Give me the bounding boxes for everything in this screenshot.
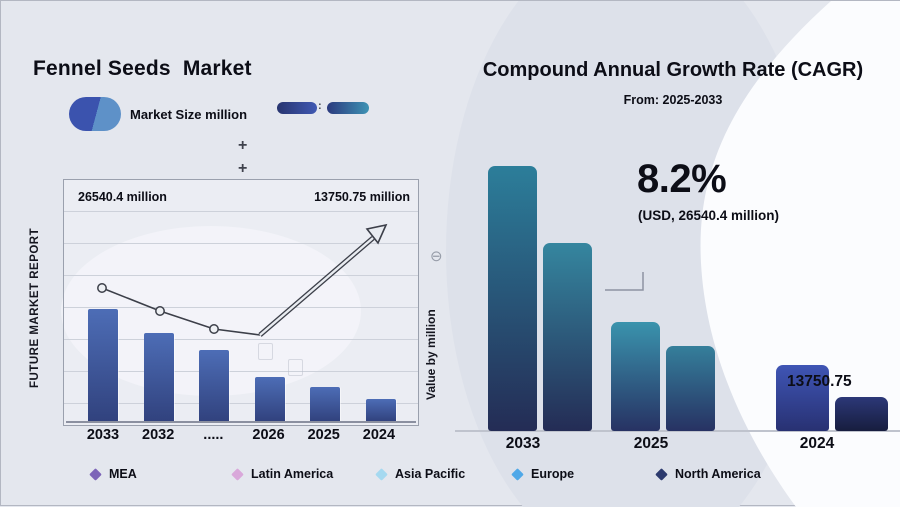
left-bar [88, 309, 118, 421]
x-axis-label: 2032 [142, 427, 175, 443]
x-axis-label: ..... [203, 427, 224, 443]
left-bar [143, 333, 174, 421]
x-axis-label: 2033 [86, 427, 120, 443]
right-bar [611, 322, 660, 431]
start-value-annotation: 26540.4 million [78, 190, 167, 204]
bar-group-2033 [488, 166, 592, 431]
x-axis-line [455, 430, 900, 432]
step-bracket [605, 272, 644, 291]
legend-diamond [655, 467, 668, 481]
x-axis-label: 2025 [633, 435, 669, 452]
x-axis-label: 2024 [799, 435, 835, 452]
left-bar [310, 387, 341, 421]
cagr-note: (USD, 26540.4 million) [638, 208, 780, 223]
cagr-chart: 2033 2025 2024 13750.75 [455, 151, 900, 452]
market-size-pill-icon [69, 97, 121, 131]
legend-diamond [511, 467, 524, 481]
left-bars [88, 301, 396, 421]
cagr-subtitle: From: 2025-2033 [623, 93, 723, 107]
x-axis-label: 2025 [307, 427, 340, 443]
trend-line [101, 287, 261, 336]
ratio-pill-right [327, 102, 369, 114]
legend-label: North America [675, 467, 761, 481]
x-axis-label: 2024 [362, 427, 396, 443]
legend-diamond [231, 467, 244, 481]
zoom-in-icon[interactable]: + [238, 137, 248, 154]
legend-label: MEA [109, 467, 137, 481]
page-title: Fennel Seeds Market [33, 57, 252, 80]
legend-item: Asia Pacific [375, 467, 466, 481]
x-axis-label: 2026 [252, 427, 285, 443]
callout-value: 13750.75 [787, 373, 852, 390]
trend-marker [209, 324, 219, 334]
side-watermark-text: FUTURE MARKET REPORT [29, 227, 41, 389]
trend-marker [155, 306, 165, 316]
right-bar [488, 166, 537, 431]
legend-diamond [375, 467, 388, 481]
x-axis-line [66, 421, 416, 423]
left-bar [199, 350, 230, 421]
market-size-label: Market Size million [130, 107, 248, 122]
legend-item: MEA [89, 467, 137, 481]
bar-group-2024 [776, 365, 888, 431]
watermark-icon [288, 359, 303, 376]
left-bar [254, 377, 285, 421]
growth-arrow-head [365, 223, 388, 245]
legend-item: North America [655, 467, 761, 481]
white-swoosh-shape [700, 1, 900, 507]
cagr-value: 8.2% [637, 157, 727, 201]
x-axis-label: 2033 [505, 435, 541, 452]
step-bracket-line [605, 272, 644, 291]
bar-group-2025 [611, 322, 715, 431]
zoom-out-icon[interactable]: ⊖ [430, 248, 443, 265]
gray-blob-shape [446, 1, 816, 507]
end-value-annotation: 13750.75 million [314, 190, 410, 204]
left-bar [365, 399, 396, 421]
right-bar [835, 397, 888, 431]
trend-line-and-arrow [97, 223, 388, 337]
ratio-pill-left [277, 102, 317, 114]
watermark-icon [258, 343, 273, 360]
legend-label: Asia Pacific [395, 467, 466, 481]
trend-marker [97, 283, 107, 293]
legend-diamond [89, 467, 102, 481]
growth-arrow-shaft-inner [259, 237, 374, 336]
right-bar [543, 243, 592, 431]
left-x-labels: 2033 2032 ..... 2026 2025 2024 [81, 427, 401, 443]
zoom-in-icon-2[interactable]: + [238, 160, 248, 177]
right-bar [666, 346, 715, 431]
ratio-separator: : [318, 100, 322, 112]
market-size-chart-panel: 26540.4 million 13750.75 million [63, 179, 419, 426]
right-bar [776, 365, 829, 431]
cagr-title: Compound Annual Growth Rate (CAGR) [482, 59, 864, 81]
legend-label: Europe [531, 467, 575, 481]
legend-item: Latin America [231, 467, 334, 481]
legend-label: Latin America [251, 467, 334, 481]
legend-item: Europe [511, 467, 575, 481]
value-axis-label: Value by million [424, 309, 438, 401]
